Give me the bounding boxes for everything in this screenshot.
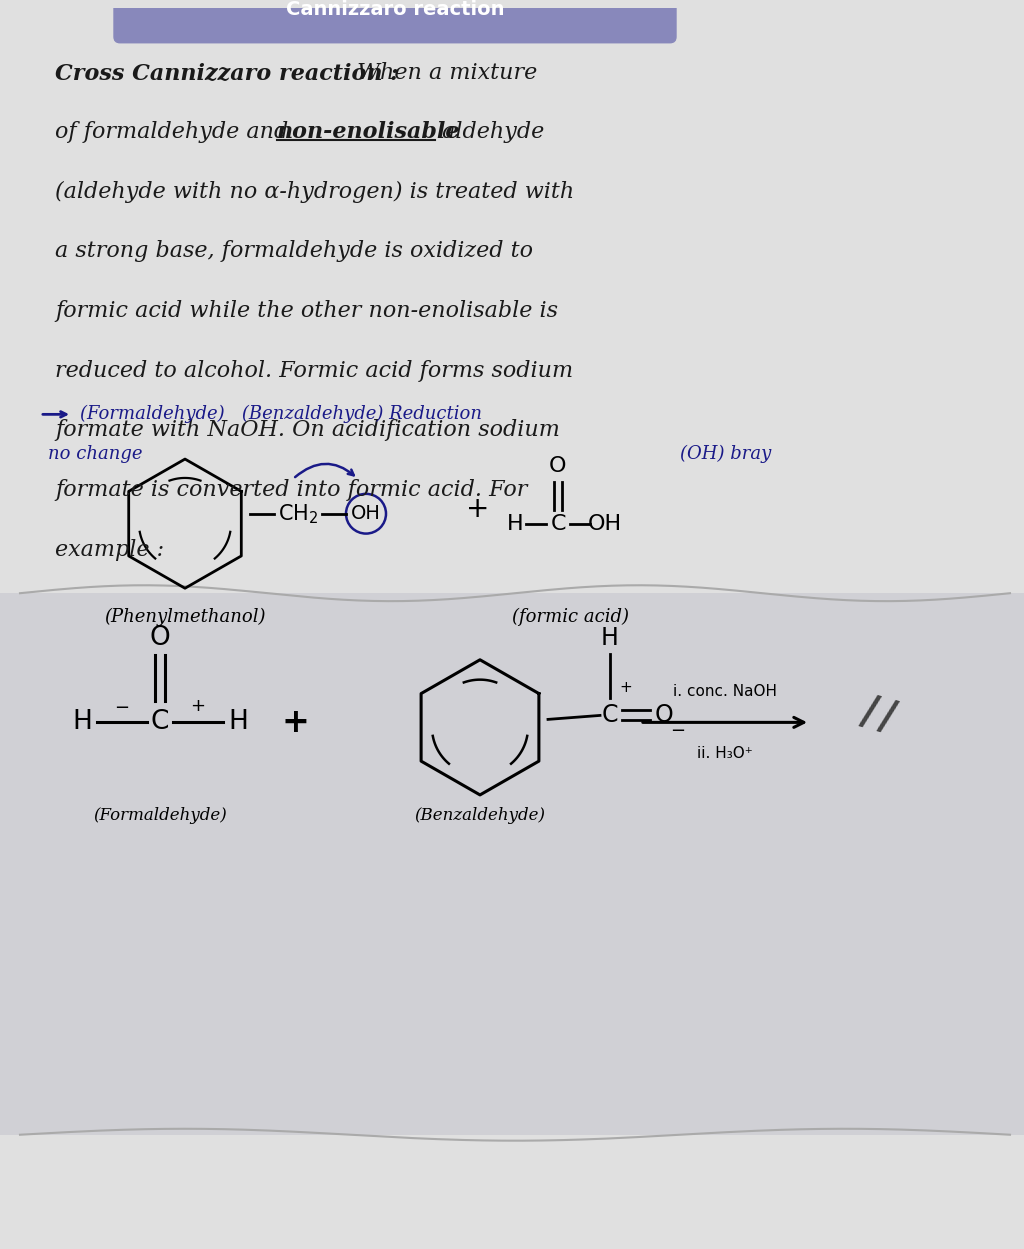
Text: Cannizzaro reaction: Cannizzaro reaction — [286, 0, 504, 20]
Text: (Formaldehyde)   (Benzaldehyde) Reduction: (Formaldehyde) (Benzaldehyde) Reduction — [80, 405, 482, 423]
Text: (formic acid): (formic acid) — [512, 608, 629, 626]
Text: +: + — [190, 697, 206, 716]
Bar — [0, 593, 1024, 1135]
Text: reduced to alcohol. Formic acid forms sodium: reduced to alcohol. Formic acid forms so… — [55, 360, 573, 382]
FancyBboxPatch shape — [114, 0, 676, 42]
Text: C: C — [602, 703, 618, 727]
Text: +: + — [620, 681, 633, 696]
Text: (Phenylmethanol): (Phenylmethanol) — [104, 608, 266, 626]
Text: H: H — [601, 626, 618, 649]
Text: i. conc. NaOH: i. conc. NaOH — [673, 683, 777, 698]
Text: of formaldehyde and: of formaldehyde and — [55, 121, 295, 144]
Text: O: O — [549, 456, 566, 476]
Text: Cross Cannizzaro reaction :: Cross Cannizzaro reaction : — [55, 61, 398, 84]
Text: O: O — [654, 703, 674, 727]
Text: example :: example : — [55, 538, 164, 561]
Text: O: O — [150, 624, 170, 651]
Text: (OH) bray: (OH) bray — [680, 445, 771, 463]
Text: no change: no change — [48, 445, 142, 463]
Text: formate with NaOH. On acidification sodium: formate with NaOH. On acidification sodi… — [55, 420, 560, 441]
Text: When a mixture: When a mixture — [350, 61, 538, 84]
Text: (Formaldehyde): (Formaldehyde) — [93, 807, 227, 824]
Text: ii. H₃O⁺: ii. H₃O⁺ — [697, 746, 753, 761]
Text: formic acid while the other non-enolisable is: formic acid while the other non-enolisab… — [55, 300, 558, 322]
Text: OH: OH — [351, 505, 381, 523]
Text: C: C — [550, 513, 565, 533]
Text: C: C — [151, 709, 169, 736]
Text: CH$_2$: CH$_2$ — [278, 502, 318, 526]
Text: H: H — [72, 709, 92, 736]
Text: +: + — [281, 706, 309, 739]
Text: aldehyde: aldehyde — [435, 121, 544, 144]
Text: H: H — [507, 513, 523, 533]
Text: H: H — [228, 709, 248, 736]
Text: −: − — [115, 699, 130, 717]
Text: (aldehyde with no α-hydrogen) is treated with: (aldehyde with no α-hydrogen) is treated… — [55, 181, 574, 202]
Text: formate is converted into formic acid. For: formate is converted into formic acid. F… — [55, 478, 527, 501]
Text: OH: OH — [588, 513, 622, 533]
Text: a strong base, formaldehyde is oxidized to: a strong base, formaldehyde is oxidized … — [55, 241, 534, 262]
Text: (Benzaldehyde): (Benzaldehyde) — [415, 807, 546, 824]
Text: non-enolisable: non-enolisable — [278, 121, 461, 144]
Text: −: − — [671, 722, 685, 741]
Text: /: / — [876, 696, 901, 739]
Text: /: / — [857, 691, 883, 734]
Text: +: + — [466, 495, 489, 523]
